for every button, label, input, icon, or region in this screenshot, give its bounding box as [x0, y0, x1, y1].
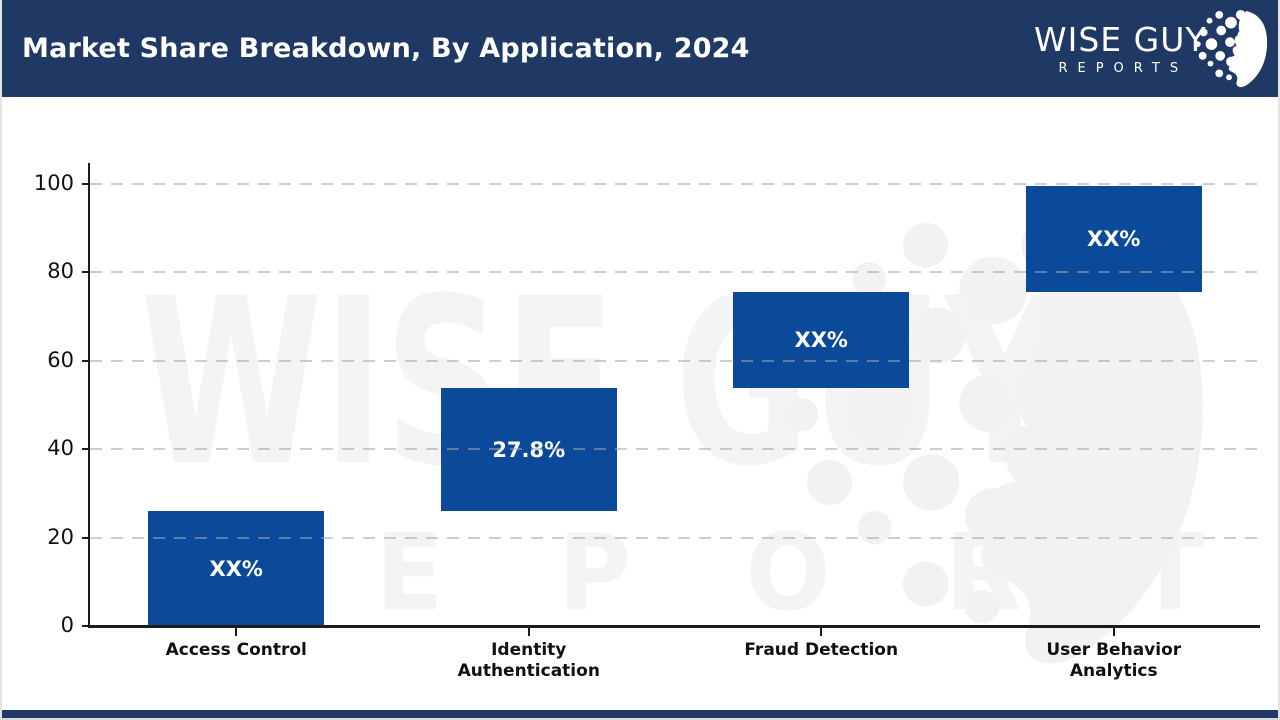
header-bar: Market Share Breakdown, By Application, … [2, 0, 1278, 97]
gridline-20 [90, 536, 1260, 539]
logo-wordmark: WISE GUY [1034, 20, 1207, 59]
x-tick-mark-fraud-detection [820, 628, 823, 636]
y-tick-label-60: 60 [47, 347, 74, 372]
x-category-label-access-control: Access Control [165, 640, 307, 660]
y-tick-label-20: 20 [47, 524, 74, 549]
bar-user-behavior-analytics: XX% [1025, 186, 1202, 293]
gridline-100 [90, 183, 1260, 185]
y-tick-label-80: 80 [47, 259, 74, 284]
chart-title: Market Share Breakdown, By Application, … [22, 33, 750, 64]
x-category-label-identity-authentication: Identity Authentication [457, 640, 600, 682]
y-axis-line [88, 163, 90, 628]
logo-face-dots-icon [1194, 9, 1268, 88]
x-category-label-user-behavior-analytics: User Behavior Analytics [1046, 640, 1182, 682]
bar-access-control: XX% [148, 511, 325, 626]
y-tick-label-40: 40 [47, 436, 74, 461]
figure-bottom-border [2, 718, 1278, 720]
y-tick-mark-80 [82, 271, 90, 274]
wiseguy-logo: WISE GUY REPORTS [1024, 6, 1268, 91]
y-tick-label-100: 100 [33, 171, 74, 195]
bar-value-label-user-behavior-analytics: XX% [1087, 227, 1141, 252]
y-tick-mark-60 [82, 359, 90, 362]
watermark-face-dots [784, 216, 1203, 664]
y-tick-mark-40 [82, 448, 90, 451]
y-tick-mark-0 [82, 625, 90, 627]
logo-subtitle: REPORTS [1058, 61, 1189, 76]
bar-value-label-access-control: XX% [209, 556, 263, 581]
x-category-label-fraud-detection: Fraud Detection [744, 640, 899, 660]
x-tick-mark-identity-authentication [527, 628, 530, 636]
x-tick-mark-access-control [235, 628, 238, 636]
gridline-60 [90, 359, 1260, 362]
gridline-40 [90, 448, 1260, 451]
gridline-80 [90, 271, 1260, 274]
y-tick-mark-20 [82, 536, 90, 539]
bar-fraud-detection: XX% [733, 292, 910, 389]
y-tick-mark-100 [82, 183, 90, 185]
footer-bar [2, 710, 1278, 718]
logo-text: WISE GUY REPORTS [1034, 20, 1207, 76]
x-axis-line [88, 625, 1260, 628]
x-tick-mark-user-behavior-analytics [1112, 628, 1115, 636]
bar-value-label-fraud-detection: XX% [794, 328, 848, 353]
y-tick-label-0: 0 [60, 613, 74, 637]
